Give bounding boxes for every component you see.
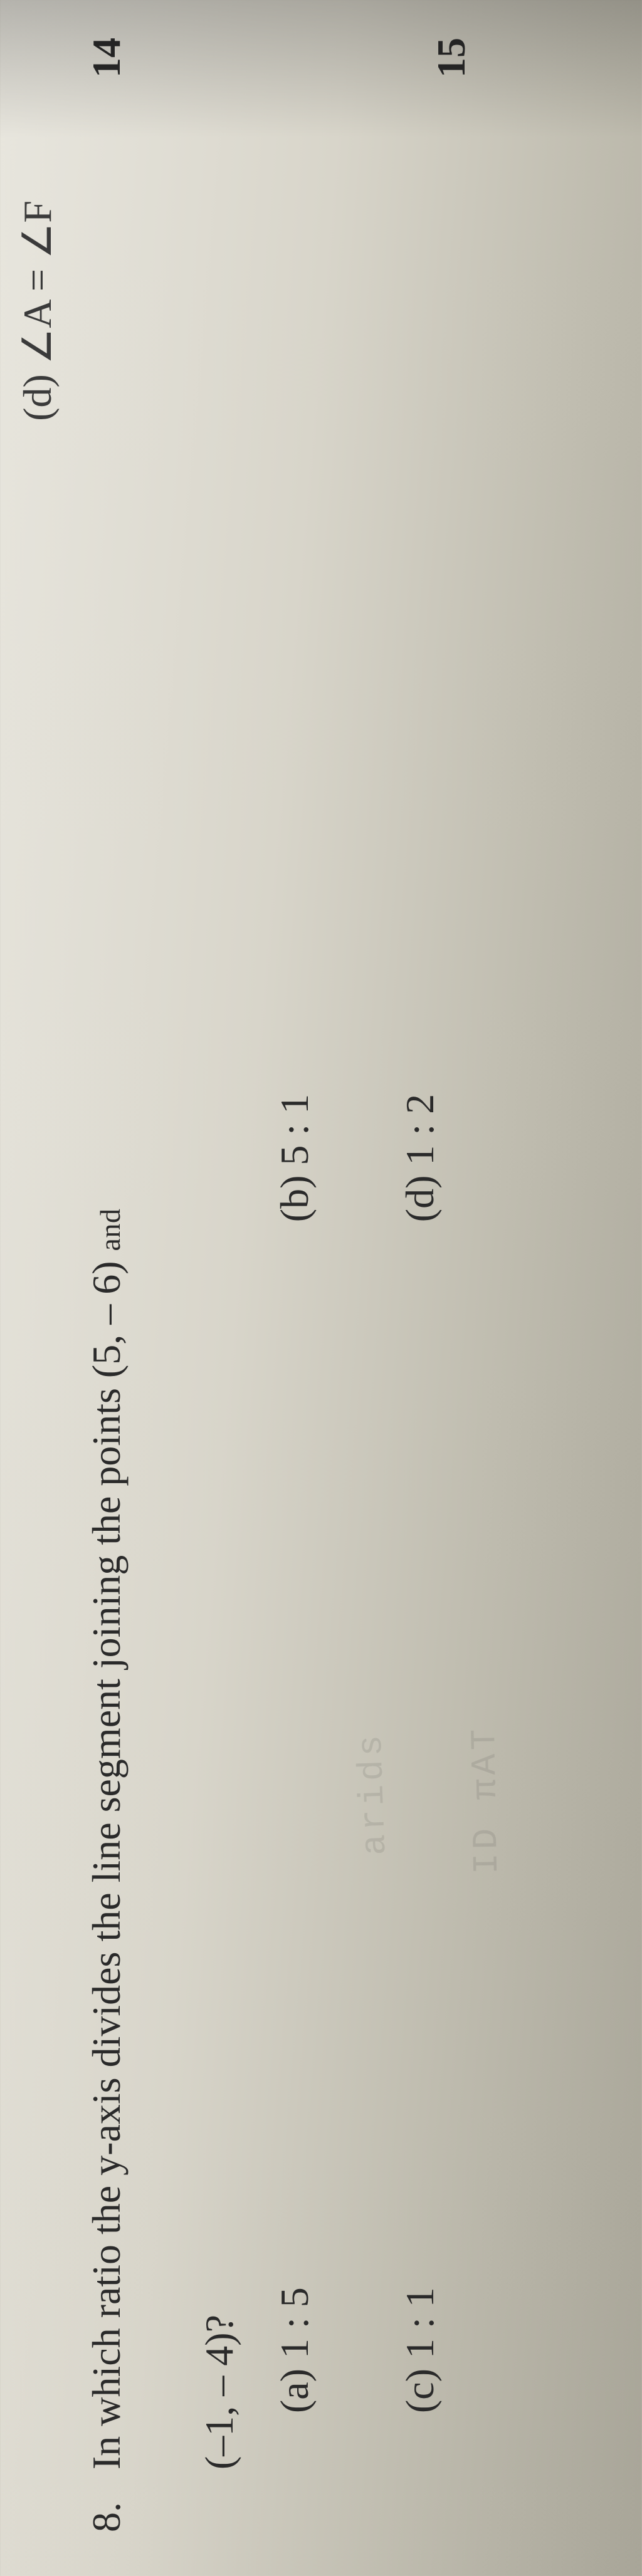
options-block: (a) 1 : 5 (b) 5 : 1 (c) 1 : 1 (d) 1 : 2	[270, 283, 520, 2413]
option-d: (d) 1 : 2	[395, 1094, 445, 1222]
question-stem-tail: and	[94, 1209, 126, 1251]
option-a-text: 1 : 5	[272, 2287, 317, 2359]
margin-page-number-14: 14	[82, 38, 132, 78]
question-8: 8. In which ratio the y-axis divides the…	[82, 150, 245, 2469]
question-stem-line2: (–1, – 4)?	[194, 150, 245, 2469]
margin-page-number-15: 15	[426, 38, 476, 78]
ghost-bleed-text-1: arids	[349, 1731, 397, 1856]
ghost-bleed-text-2: ID πAT	[463, 1725, 509, 1875]
options-row-1: (a) 1 : 5 (b) 5 : 1	[270, 283, 320, 2413]
option-b: (b) 5 : 1	[270, 1094, 320, 1222]
option-d-label: (d)	[397, 1176, 442, 1223]
partial-prev-option: (d) ∠A = ∠F	[13, 201, 63, 421]
option-a-label: (a)	[272, 2369, 317, 2413]
options-row-2: (c) 1 : 1 (d) 1 : 2	[395, 283, 445, 2413]
option-b-text: 5 : 1	[272, 1094, 317, 1165]
question-number: 8.	[82, 2502, 132, 2532]
option-c: (c) 1 : 1	[395, 2287, 445, 2413]
option-a: (a) 1 : 5	[270, 2287, 320, 2413]
question-stem: In which ratio the y-axis divides the li…	[84, 150, 245, 2469]
question-stem-line1: In which ratio the y-axis divides the li…	[84, 1261, 129, 2469]
option-b-label: (b)	[272, 1176, 317, 1223]
page-content: (d) ∠A = ∠F 14 15 8. In which ratio the …	[0, 0, 642, 2576]
option-d-text: 1 : 2	[397, 1094, 442, 1165]
option-c-text: 1 : 1	[397, 2287, 442, 2359]
option-c-label: (c)	[397, 2369, 442, 2413]
partial-prev-option-text: (d) ∠A = ∠F	[15, 201, 60, 421]
